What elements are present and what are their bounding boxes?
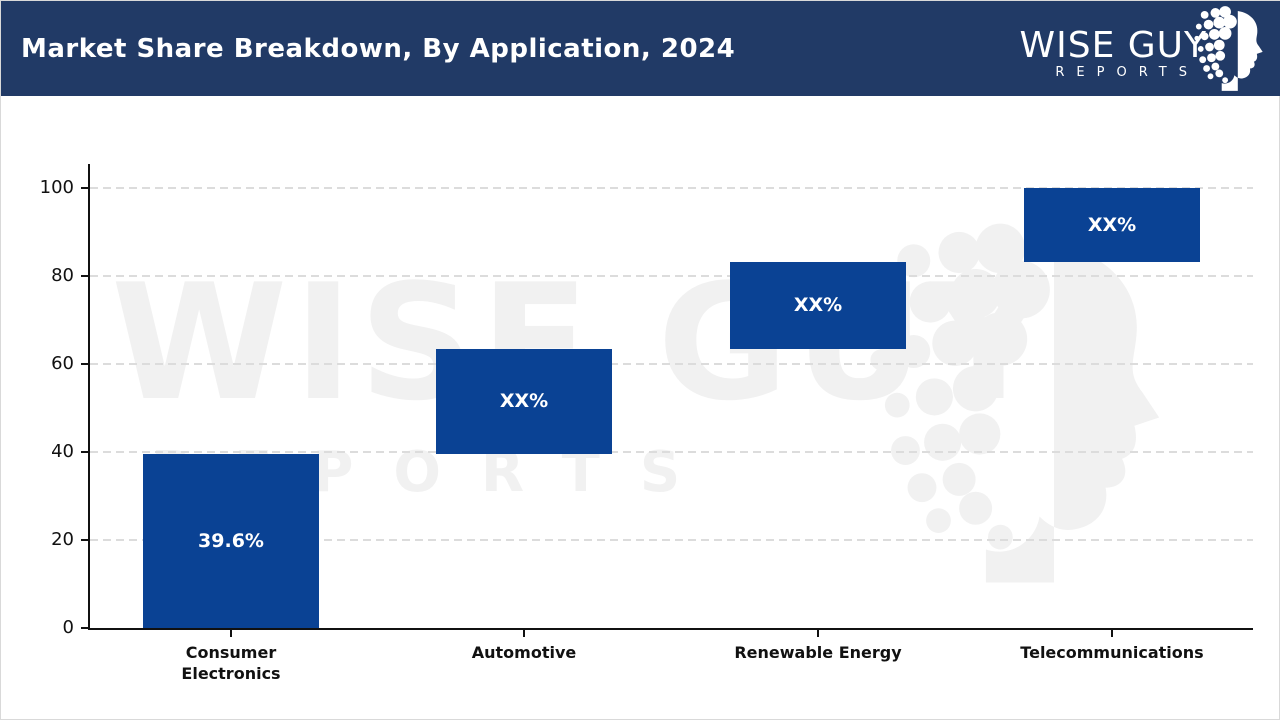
bar: 39.6% (143, 453, 319, 628)
bar-value-label: 39.6% (198, 529, 264, 552)
y-tick-label: 0 (62, 617, 74, 638)
bar: XX% (1024, 188, 1200, 262)
x-tick-mark (1111, 630, 1113, 637)
bar-value-label: XX% (793, 294, 843, 317)
y-tick-label: 80 (51, 265, 74, 286)
bar: XX% (730, 261, 906, 349)
y-tick-label: 100 (39, 177, 74, 198)
x-tick-mark (817, 630, 819, 637)
brand-logo-face-icon (1194, 6, 1263, 91)
y-tick-mark (81, 275, 90, 277)
x-tick-mark (230, 630, 232, 637)
x-tick-mark (523, 630, 525, 637)
y-tick-label: 60 (51, 353, 74, 374)
bar-value-label: XX% (1087, 213, 1137, 236)
header-bar: Market Share Breakdown, By Application, … (1, 1, 1280, 96)
bar: XX% (436, 348, 612, 454)
y-tick-mark (81, 627, 90, 629)
x-tick-label: Automotive (471, 643, 577, 662)
x-tick-label: Telecommunications (1020, 643, 1204, 662)
y-tick-label: 40 (51, 441, 74, 462)
gridline (90, 539, 1253, 541)
y-tick-mark (81, 539, 90, 541)
y-tick-mark (81, 451, 90, 453)
bar-value-label: XX% (499, 390, 549, 413)
x-tick-label: Consumer Electronics (181, 643, 281, 683)
x-tick-label: Renewable Energy (734, 643, 902, 662)
y-tick-mark (81, 363, 90, 365)
x-axis-line (88, 628, 1253, 630)
gridline (90, 187, 1253, 189)
brand-logo-wordmark: WISE GUY (1019, 25, 1207, 66)
y-tick-mark (81, 187, 90, 189)
brand-logo: WISE GUY REPORTS (1015, 1, 1265, 96)
gridline (90, 363, 1253, 365)
y-axis-line (88, 164, 90, 630)
gridline (90, 275, 1253, 277)
brand-logo-subtext: REPORTS (1055, 65, 1199, 80)
y-tick-label: 20 (51, 529, 74, 550)
page-title: Market Share Breakdown, By Application, … (21, 33, 736, 64)
gridline (90, 451, 1253, 453)
